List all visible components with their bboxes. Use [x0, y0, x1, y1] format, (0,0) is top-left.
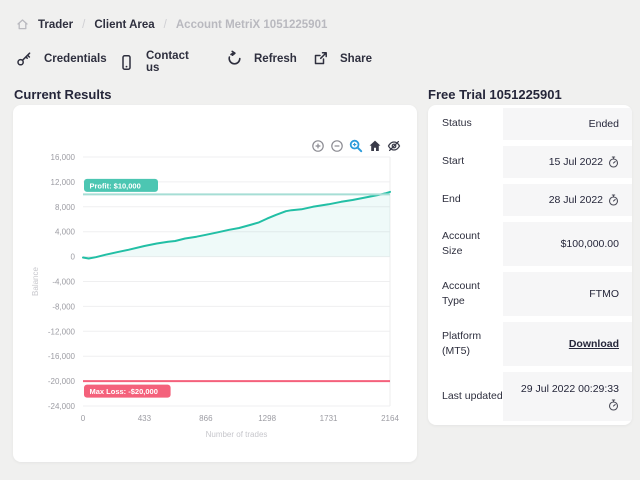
- end-date-value: 28 Jul 2022: [548, 193, 603, 206]
- y-tick-label: -16,000: [48, 352, 76, 361]
- y-tick-label: -4,000: [52, 278, 75, 287]
- share-button[interactable]: Share: [312, 50, 372, 67]
- table-row-account-size: Account Size $100,000.00: [428, 222, 632, 266]
- breadcrumb-item-account-metrix: Account MetriX 1051225901: [175, 18, 328, 31]
- x-tick-label: 866: [199, 414, 213, 423]
- account-size-value: $100,000.00: [560, 237, 619, 250]
- zoom-out-icon[interactable]: [330, 139, 344, 153]
- x-tick-label: 0: [81, 414, 86, 423]
- refresh-button[interactable]: Refresh: [226, 50, 297, 67]
- table-row-account-type: Account Type FTMO: [428, 272, 632, 316]
- share-label: Share: [340, 52, 372, 65]
- account-type-value: FTMO: [589, 287, 619, 300]
- reference-badge-label: Max Loss: -$20,000: [90, 387, 158, 396]
- x-tick-label: 2164: [381, 414, 399, 423]
- clock-icon: [608, 156, 619, 168]
- balance-line-chart[interactable]: 16,000 12,000 8,000 4,000 0 -4,000 -8,000 -12,0…: [13, 105, 417, 462]
- credentials-button[interactable]: Credentials: [16, 50, 107, 67]
- table-row-end: End 28 Jul 2022: [428, 184, 632, 216]
- refresh-icon: [226, 50, 243, 67]
- hide-icon[interactable]: [387, 139, 401, 153]
- reference-badge: [84, 384, 171, 398]
- y-tick-label: 12,000: [51, 178, 76, 187]
- free-trial-title: Free Trial 1051225901: [428, 87, 562, 102]
- table-row-last-updated: Last updated 29 Jul 2022 00:29:33: [428, 372, 632, 421]
- y-tick-label: 0: [71, 253, 76, 262]
- current-results-title: Current Results: [14, 87, 112, 102]
- y-tick-label: -24,000: [48, 402, 76, 411]
- zoom-in-icon[interactable]: [311, 139, 325, 153]
- table-row-start: Start 15 Jul 2022: [428, 146, 632, 178]
- account-info-table: Status Ended Start 15 Jul 2022 End 28 Ju…: [428, 105, 632, 425]
- start-date-value: 15 Jul 2022: [548, 155, 603, 168]
- clock-icon: [608, 399, 619, 411]
- row-label: Status: [442, 117, 472, 130]
- row-label: Start: [442, 155, 465, 168]
- reference-badge: [84, 178, 158, 192]
- x-tick-label: 1298: [258, 414, 276, 423]
- refresh-label: Refresh: [254, 52, 297, 65]
- contact-us-label: Contact us: [146, 50, 189, 74]
- contact-us-button[interactable]: Contact us: [118, 50, 189, 74]
- last-updated-value: 29 Jul 2022 00:29:33: [520, 383, 619, 396]
- breadcrumb-item-trader[interactable]: Trader: [38, 18, 74, 31]
- home-icon[interactable]: [16, 18, 29, 31]
- breadcrumb-separator: /: [163, 18, 167, 31]
- y-tick-label: 8,000: [55, 203, 76, 212]
- row-label: Last updated: [442, 389, 503, 402]
- status-value: Ended: [588, 117, 619, 130]
- x-tick-label: 433: [138, 414, 152, 423]
- row-label: Account Type: [442, 279, 480, 307]
- zoom-select-icon[interactable]: [349, 139, 363, 153]
- results-chart-card: 16,000 12,000 8,000 4,000 0 -4,000 -8,000 -12,0…: [13, 105, 417, 462]
- breadcrumb-separator: /: [82, 18, 86, 31]
- balance-area-fill: [83, 191, 390, 259]
- home-icon[interactable]: [368, 139, 382, 153]
- chart-toolbar: [311, 139, 401, 153]
- y-tick-label: -12,000: [48, 327, 76, 336]
- y-tick-label: -8,000: [52, 302, 75, 311]
- balance-line: [82, 190, 391, 260]
- table-row-status: Status Ended: [428, 108, 632, 140]
- row-label: End: [442, 193, 461, 206]
- key-icon: [16, 50, 33, 67]
- x-axis-title: Number of trades: [206, 430, 268, 439]
- credentials-label: Credentials: [44, 52, 107, 65]
- breadcrumb: Trader / Client Area / Account MetriX 10…: [16, 18, 327, 31]
- share-icon: [312, 50, 329, 67]
- table-row-platform: Platform (MT5) Download: [428, 322, 632, 366]
- y-axis-title: Balance: [31, 267, 40, 296]
- y-tick-label: 4,000: [55, 228, 76, 237]
- row-label: Account Size: [442, 229, 480, 257]
- download-link[interactable]: Download: [568, 337, 619, 350]
- reference-badge-label: Profit: $10,000: [90, 181, 141, 190]
- row-label: Platform (MT5): [442, 329, 482, 357]
- x-tick-label: 1731: [320, 414, 338, 423]
- clock-icon: [608, 194, 619, 206]
- phone-icon: [118, 54, 135, 71]
- y-tick-label: -20,000: [48, 377, 76, 386]
- breadcrumb-item-client-area[interactable]: Client Area: [94, 18, 155, 31]
- y-tick-label: 16,000: [51, 153, 76, 162]
